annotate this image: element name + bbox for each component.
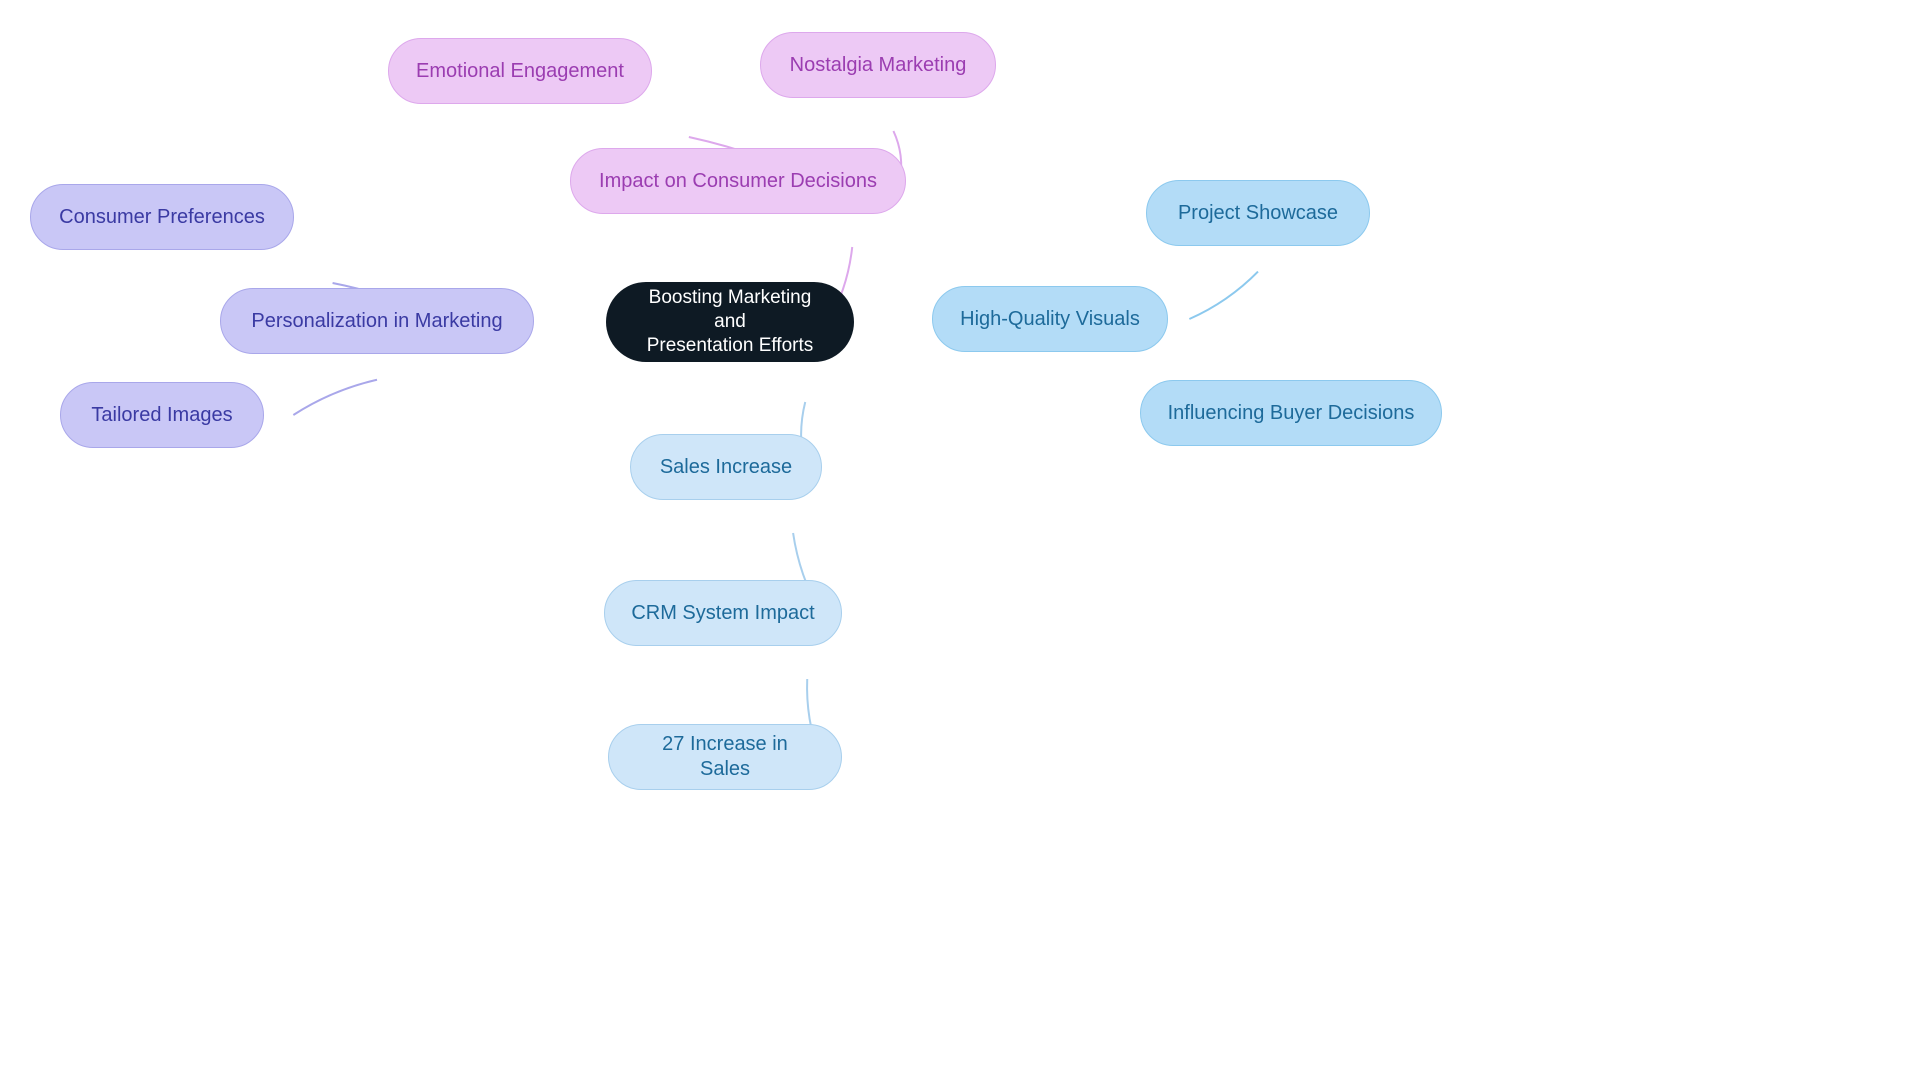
node-consumer-preferences: Consumer Preferences: [30, 184, 294, 250]
node-personalization: Personalization in Marketing: [220, 288, 534, 354]
node-crm-system-impact: CRM System Impact: [604, 580, 842, 646]
node-tailored-images: Tailored Images: [60, 382, 264, 448]
node-nostalgia-marketing: Nostalgia Marketing: [760, 32, 996, 98]
edge-layer: [0, 0, 1920, 1083]
node-influencing-buyer-decisions: Influencing Buyer Decisions: [1140, 380, 1442, 446]
node-impact-consumer-decisions: Impact on Consumer Decisions: [570, 148, 906, 214]
edge: [293, 380, 377, 415]
node-27-increase-in-sales: 27 Increase in Sales: [608, 724, 842, 790]
node-project-showcase: Project Showcase: [1146, 180, 1370, 246]
node-high-quality-visuals: High-Quality Visuals: [932, 286, 1168, 352]
node-emotional-engagement: Emotional Engagement: [388, 38, 652, 104]
edge: [1189, 272, 1258, 319]
node-sales-increase: Sales Increase: [630, 434, 822, 500]
node-center: Boosting Marketing and Presentation Effo…: [606, 282, 854, 362]
